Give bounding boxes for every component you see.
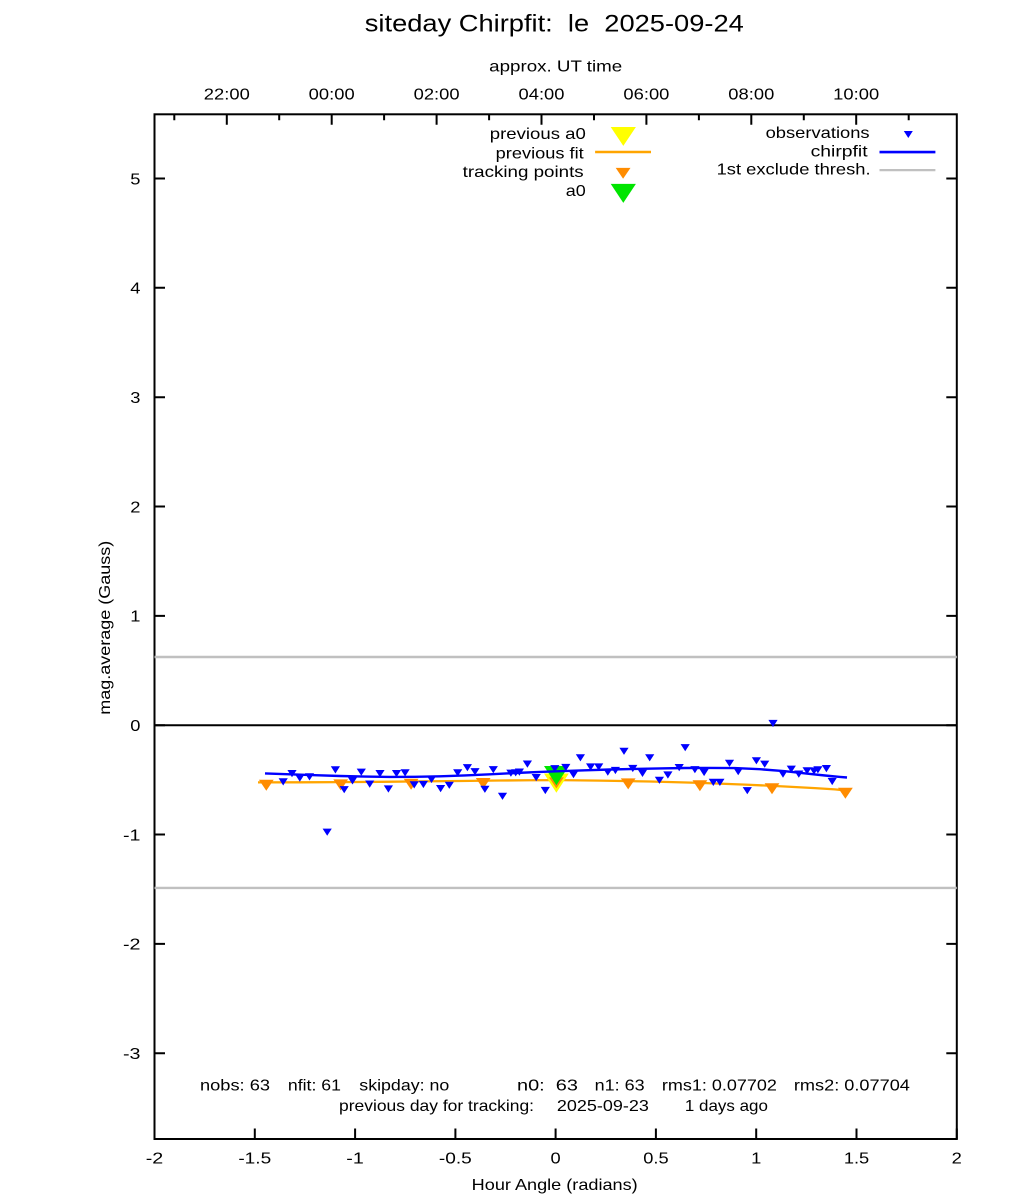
svg-text:00:00: 00:00: [309, 87, 355, 104]
svg-text:2: 2: [952, 1151, 962, 1168]
svg-text:2: 2: [130, 499, 140, 516]
svg-text:1st exclude thresh.: 1st exclude thresh.: [717, 161, 871, 178]
svg-text:02:00: 02:00: [414, 87, 460, 104]
svg-text:rms1: 0.07702: rms1: 0.07702: [662, 1078, 777, 1095]
svg-text:tracking points: tracking points: [463, 164, 584, 181]
svg-text:observations: observations: [766, 125, 870, 142]
svg-text:approx. UT time: approx. UT time: [489, 59, 622, 76]
svg-text:1 days ago: 1 days ago: [685, 1098, 768, 1115]
svg-text:Hour Angle (radians): Hour Angle (radians): [472, 1177, 638, 1194]
svg-text:0.5: 0.5: [643, 1151, 669, 1168]
svg-text:-1: -1: [346, 1151, 364, 1168]
svg-text:04:00: 04:00: [519, 87, 565, 104]
svg-text:siteday Chirpfit: le 2025-09: siteday Chirpfit: le 2025-09-24: [365, 11, 744, 38]
svg-text:08:00: 08:00: [728, 87, 774, 104]
svg-text:5: 5: [130, 171, 140, 188]
svg-text:n0: 63: n0: 63: [517, 1078, 578, 1095]
svg-text:-3: -3: [123, 1046, 141, 1063]
svg-text:n1: 63: n1: 63: [595, 1078, 645, 1095]
svg-text:10:00: 10:00: [833, 87, 879, 104]
svg-text:nobs: 63: nobs: 63: [200, 1078, 270, 1095]
svg-text:4: 4: [130, 281, 140, 298]
svg-text:1: 1: [130, 609, 140, 626]
svg-text:-1: -1: [123, 827, 141, 844]
svg-text:previous a0: previous a0: [490, 126, 586, 143]
svg-text:mag.average (Gauss): mag.average (Gauss): [97, 541, 114, 715]
svg-text:chirpfit: chirpfit: [811, 143, 869, 160]
svg-text:skipday: no: skipday: no: [359, 1078, 449, 1095]
svg-text:a0: a0: [566, 183, 586, 200]
svg-text:rms2: 0.07704: rms2: 0.07704: [794, 1078, 910, 1095]
svg-text:-2: -2: [123, 937, 141, 954]
svg-text:1.5: 1.5: [844, 1151, 870, 1168]
svg-text:22:00: 22:00: [204, 87, 250, 104]
svg-text:0: 0: [130, 718, 140, 735]
svg-text:previous fit: previous fit: [496, 145, 585, 162]
svg-text:previous day for tracking:: previous day for tracking:: [339, 1098, 534, 1115]
svg-text:-0.5: -0.5: [439, 1151, 472, 1168]
svg-text:nfit: 61: nfit: 61: [288, 1078, 341, 1095]
svg-text:2025-09-23: 2025-09-23: [557, 1098, 649, 1115]
svg-text:-1.5: -1.5: [238, 1151, 271, 1168]
svg-text:0: 0: [551, 1151, 561, 1168]
svg-text:06:00: 06:00: [623, 87, 669, 104]
svg-text:-2: -2: [146, 1151, 164, 1168]
svg-text:1: 1: [751, 1151, 761, 1168]
svg-text:3: 3: [130, 390, 140, 407]
